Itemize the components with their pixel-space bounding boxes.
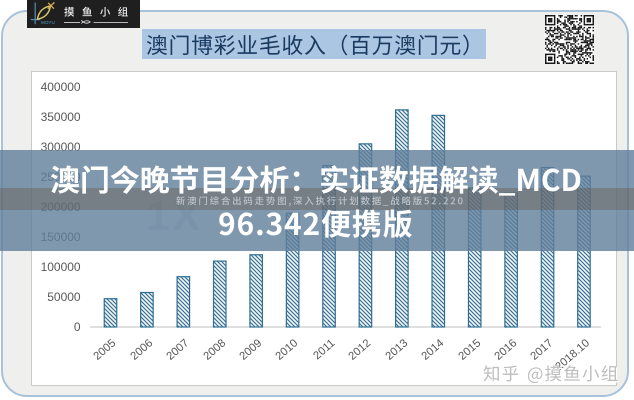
svg-text:MOYU: MOYU [41,20,55,25]
